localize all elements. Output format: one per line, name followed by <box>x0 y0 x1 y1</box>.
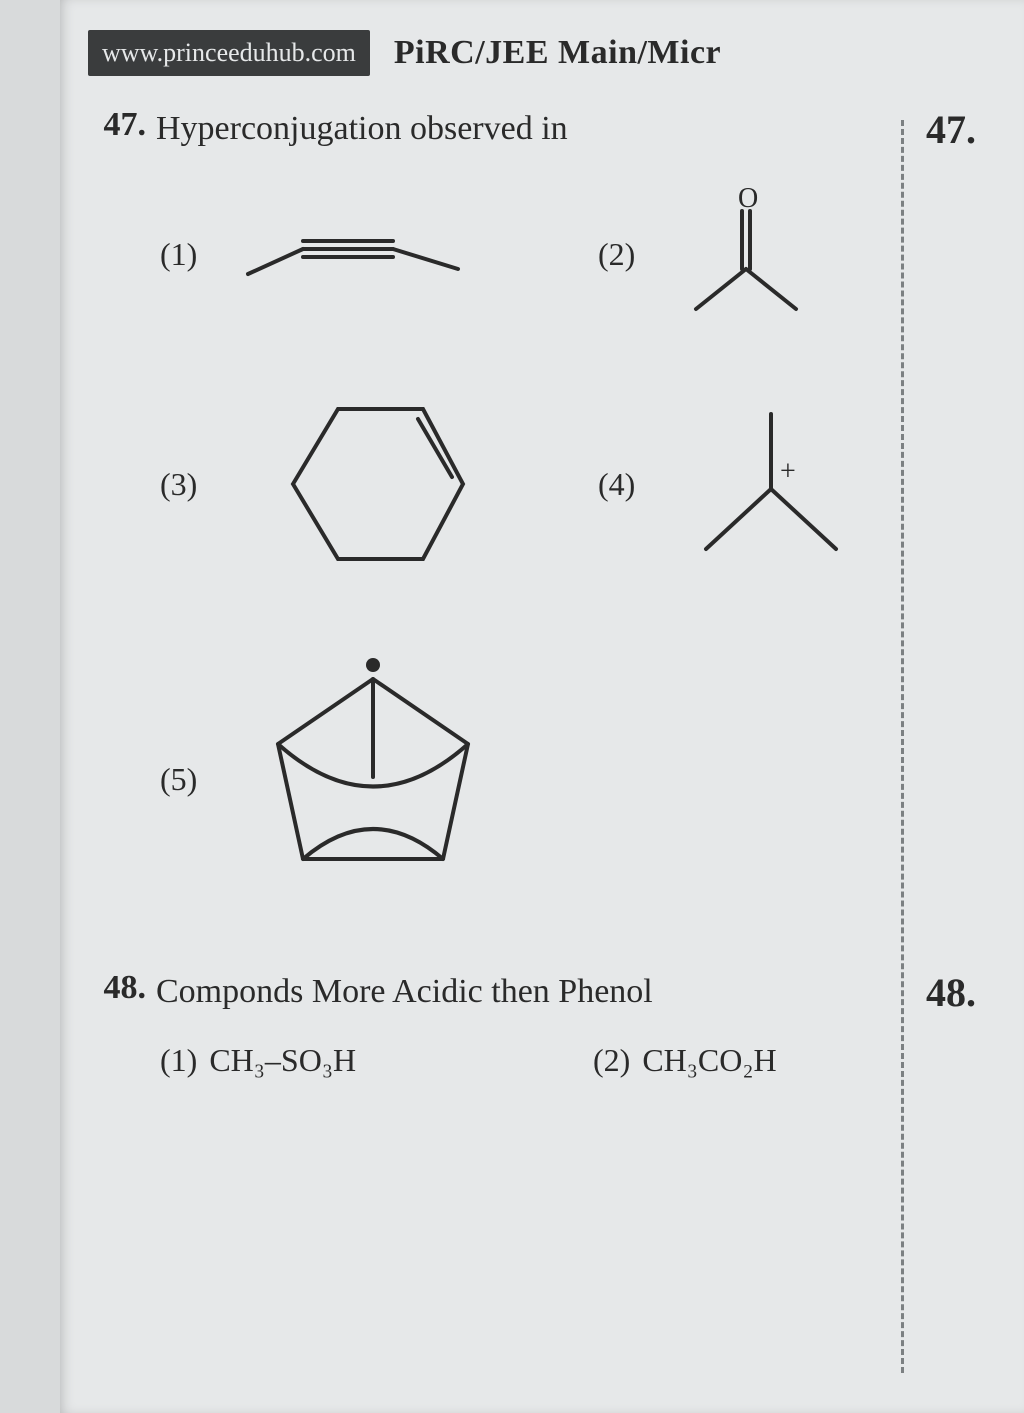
option-2: (2) CH₃CO₂H <box>593 1042 996 1079</box>
option-5: (5) <box>160 649 996 909</box>
option-label: (3) <box>160 466 214 503</box>
option-label: (5) <box>160 761 214 798</box>
formula: CH₃–SO₃H <box>209 1042 356 1079</box>
option-1: (1) CH₃–SO₃H <box>160 1042 563 1079</box>
option-label: (1) <box>160 236 214 273</box>
question-47: 47. Hyperconjugation observed in 47. <box>88 106 996 153</box>
carbocation-icon: + <box>676 394 876 574</box>
cyclohexene-icon <box>238 379 468 589</box>
bicyclic-radical-icon <box>238 649 508 909</box>
svg-text:+: + <box>780 456 796 487</box>
page: www.princeeduhub.com PiRC/JEE Main/Micr … <box>60 0 1024 1413</box>
option-1: (1) <box>160 219 558 289</box>
brand-label: PiRC/JEE Main/Micr <box>394 34 721 72</box>
option-label: (2) <box>593 1042 630 1079</box>
option-label: (1) <box>160 1042 197 1079</box>
vertical-divider <box>901 120 904 1373</box>
question-text: Hyperconjugation observed in <box>156 106 900 152</box>
formula: CH₃CO₂H <box>642 1042 776 1079</box>
q48-options: (1) CH₃–SO₃H (2) CH₃CO₂H <box>160 1042 996 1079</box>
option-3: (3) <box>160 379 558 589</box>
question-48: 48. Componds More Acidic then Phenol 48. <box>88 969 996 1016</box>
option-2: (2) O <box>598 189 996 319</box>
option-4: (4) + <box>598 394 996 574</box>
q47-options: (1) (2) <box>160 189 996 909</box>
svg-text:O: O <box>738 183 758 214</box>
alkyne-icon <box>238 219 468 289</box>
margin-number: 48. <box>906 969 996 1016</box>
option-label: (4) <box>598 466 652 503</box>
option-label: (2) <box>598 236 652 273</box>
site-url-banner: www.princeeduhub.com <box>88 30 370 76</box>
question-text: Componds More Acidic then Phenol <box>156 969 900 1015</box>
option-row: (3) (4) <box>160 379 996 589</box>
ketone-icon: O <box>676 189 866 319</box>
option-row: (1) (2) <box>160 189 996 319</box>
margin-number: 47. <box>906 106 996 153</box>
question-number: 47. <box>88 106 150 144</box>
page-header: www.princeeduhub.com PiRC/JEE Main/Micr <box>88 30 996 76</box>
option-row: (5) <box>160 649 996 909</box>
question-number: 48. <box>88 969 150 1007</box>
